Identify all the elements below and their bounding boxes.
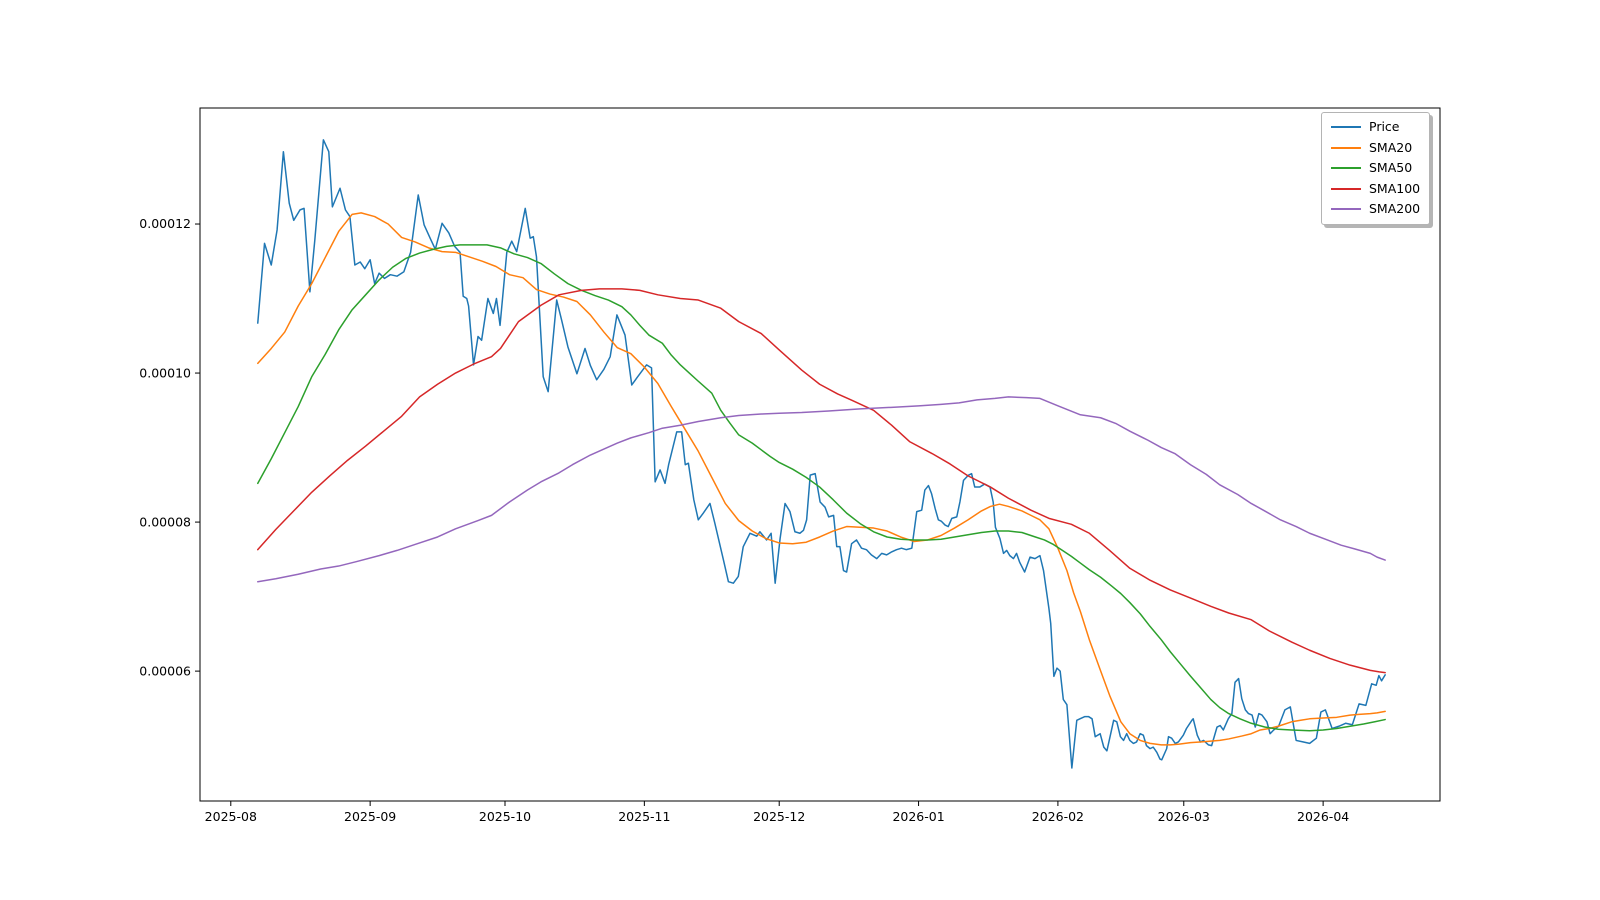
x-tick-label: 2026-02 [1032, 809, 1084, 824]
y-tick-label: 0.00012 [139, 216, 191, 231]
legend-label: SMA20 [1369, 139, 1413, 155]
plot-frame [199, 107, 1441, 802]
series-line-price [257, 139, 1386, 769]
legend-item-sma20: SMA20 [1331, 138, 1420, 159]
legend-label: Price [1369, 119, 1400, 134]
x-tick-label: 2025-12 [753, 809, 805, 824]
legend-item-price: Price [1331, 117, 1420, 138]
legend-label: SMA50 [1369, 160, 1413, 175]
series-line-sma50 [257, 244, 1386, 732]
series-line-sma20 [257, 212, 1386, 746]
x-tick-label: 2025-09 [344, 809, 396, 824]
y-tick-label: 0.00006 [139, 663, 191, 678]
legend-item-sma100: SMA100 [1331, 179, 1420, 200]
x-tick-label: 2025-10 [479, 809, 531, 824]
legend-line-swatch [1331, 167, 1361, 170]
legend-line-swatch [1331, 208, 1361, 211]
series-line-sma100 [257, 288, 1386, 674]
x-tick-label: 2026-01 [892, 809, 944, 824]
legend-item-sma200: SMA200 [1331, 199, 1420, 220]
series-line-sma200 [257, 396, 1386, 583]
y-tick-label: 0.00008 [139, 514, 191, 529]
legend: Price SMA20 SMA50 SMA100 SMA200 [1321, 112, 1431, 225]
x-tick-label: 2026-04 [1297, 809, 1349, 824]
x-tick-label: 2025-08 [205, 809, 257, 824]
legend-label: SMA100 [1369, 180, 1421, 196]
x-tick-label: 2025-11 [618, 809, 670, 824]
legend-label: SMA200 [1369, 201, 1421, 216]
legend-line-swatch [1331, 187, 1361, 190]
legend-line-swatch [1331, 126, 1361, 129]
legend-line-swatch [1331, 146, 1361, 149]
x-tick-label: 2026-03 [1158, 809, 1210, 824]
legend-item-sma50: SMA50 [1331, 158, 1420, 179]
y-tick-label: 0.00010 [139, 365, 191, 380]
